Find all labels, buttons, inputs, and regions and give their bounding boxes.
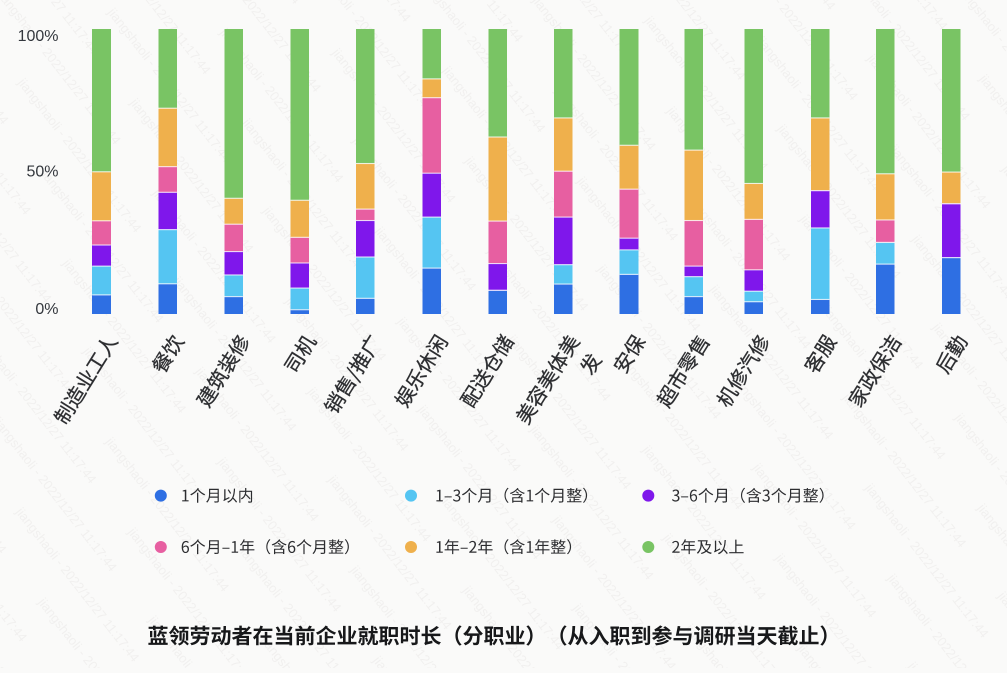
svg-text:100%: 100% bbox=[18, 28, 59, 45]
svg-text:0%: 0% bbox=[35, 301, 58, 318]
svg-text:50%: 50% bbox=[26, 164, 58, 181]
